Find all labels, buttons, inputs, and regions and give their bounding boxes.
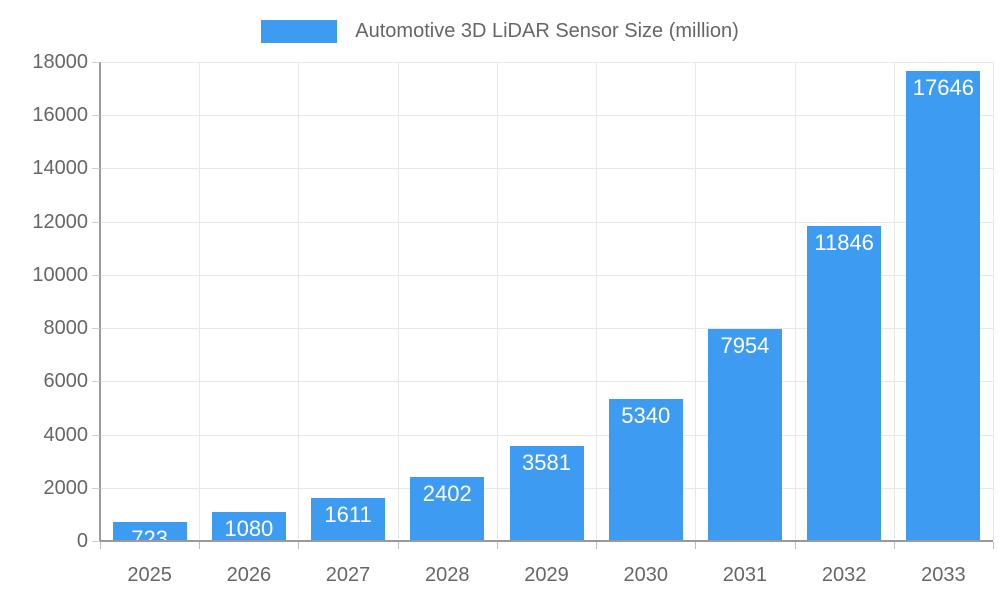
x-axis-tick-mark — [894, 542, 895, 549]
x-axis-tick-mark — [199, 542, 200, 549]
y-axis-tick-mark — [92, 274, 100, 276]
x-axis-tick-label: 2033 — [921, 564, 966, 586]
x-axis-tick-label: 2029 — [524, 564, 569, 586]
bar-value-label: 2402 — [422, 481, 472, 507]
y-axis-tick-label: 18000 — [32, 51, 88, 73]
gridline-horizontal — [100, 434, 993, 436]
bar[interactable]: 7954 — [707, 329, 782, 541]
x-axis-tick-label: 2031 — [722, 564, 768, 586]
x-axis-tick-mark — [398, 542, 399, 549]
y-axis-tick-mark — [92, 168, 100, 170]
bar[interactable]: 11846 — [807, 225, 882, 541]
bar[interactable]: 723 — [112, 521, 187, 549]
bar-value-label: 7954 — [720, 333, 770, 359]
bar[interactable]: 1080 — [211, 512, 286, 542]
y-axis-tick-label: 8000 — [43, 317, 89, 340]
gridline-vertical — [596, 62, 597, 541]
y-axis-labels: 0 2000 4000 6000 8000 10000 12000 14000 16000 180… — [0, 0, 88, 600]
x-axis-tick-mark — [596, 542, 597, 549]
plot-area: 723 1080 1611 2402 3581 5340 7954 11846 17646 — [100, 62, 994, 549]
y-axis-tick-label: 12000 — [32, 210, 88, 233]
gridline-vertical — [398, 62, 399, 541]
y-axis-tick-mark — [92, 487, 100, 489]
bar-value-label: 1080 — [224, 516, 274, 542]
gridline-vertical — [993, 62, 994, 541]
gridline-horizontal — [100, 221, 993, 223]
chart-legend: Automotive 3D LiDAR Sensor Size (million… — [0, 14, 1000, 48]
y-axis-tick-label: 6000 — [43, 370, 89, 393]
x-axis-tick-mark — [695, 542, 696, 549]
y-axis-tick-label: 14000 — [32, 157, 88, 180]
y-axis-tick-mark — [92, 328, 100, 330]
bar-value-label: 5340 — [621, 402, 671, 428]
y-axis-tick-mark — [92, 62, 100, 63]
gridline-horizontal — [100, 62, 993, 63]
y-axis-tick-mark — [92, 541, 100, 542]
x-axis-tick-mark — [993, 542, 994, 549]
x-axis-tick-label: 2026 — [226, 564, 272, 586]
gridline-vertical — [298, 62, 299, 541]
y-axis-tick-mark — [92, 434, 100, 436]
bar[interactable]: 1611 — [311, 498, 386, 541]
bar[interactable]: 3581 — [509, 445, 584, 541]
gridline-horizontal — [100, 115, 993, 117]
y-axis-tick-mark — [92, 221, 100, 223]
x-axis-tick-label: 2025 — [127, 564, 172, 586]
gridline-horizontal — [100, 328, 993, 330]
y-axis-tick-mark — [92, 115, 100, 117]
gridline-vertical — [795, 62, 796, 541]
gridline-horizontal — [100, 274, 993, 276]
bar[interactable]: 5340 — [608, 398, 683, 541]
x-axis-tick-mark — [497, 542, 498, 549]
x-axis-tick-mark — [795, 542, 796, 549]
x-axis-tick-label: 2030 — [623, 564, 668, 586]
bar-value-label: 1611 — [324, 502, 372, 528]
x-axis-tick-label: 2028 — [425, 564, 470, 586]
x-axis-line — [100, 540, 993, 542]
gridline-vertical — [199, 62, 200, 541]
bar[interactable]: 17646 — [906, 71, 981, 541]
y-axis-tick-label: 4000 — [43, 423, 89, 446]
bar-value-label: 3581 — [522, 449, 571, 475]
y-axis-tick-label: 16000 — [32, 104, 88, 127]
x-axis-tick-mark — [100, 542, 101, 549]
y-axis-tick-mark — [92, 381, 100, 383]
gridline-vertical — [695, 62, 696, 541]
x-axis-tick-mark — [298, 542, 299, 549]
gridline-horizontal — [100, 381, 993, 383]
bar-value-label: 11846 — [814, 229, 874, 255]
gridline-vertical — [497, 62, 498, 541]
bar[interactable]: 2402 — [410, 477, 485, 541]
x-axis-tick-label: 2032 — [821, 564, 867, 586]
bar-value-label: 723 — [131, 525, 168, 551]
legend-series-label: Automotive 3D LiDAR Sensor Size (million… — [355, 20, 739, 42]
y-axis-tick-label: 2000 — [43, 476, 89, 499]
legend-color-swatch[interactable] — [261, 19, 338, 43]
y-axis-tick-label: 0 — [76, 530, 88, 552]
x-axis-tick-label: 2027 — [325, 564, 371, 586]
y-axis-line — [99, 62, 101, 542]
bar-value-label: 17646 — [912, 75, 974, 101]
y-axis-tick-label: 10000 — [32, 263, 88, 286]
gridline-vertical — [894, 62, 895, 541]
gridline-horizontal — [100, 168, 993, 170]
